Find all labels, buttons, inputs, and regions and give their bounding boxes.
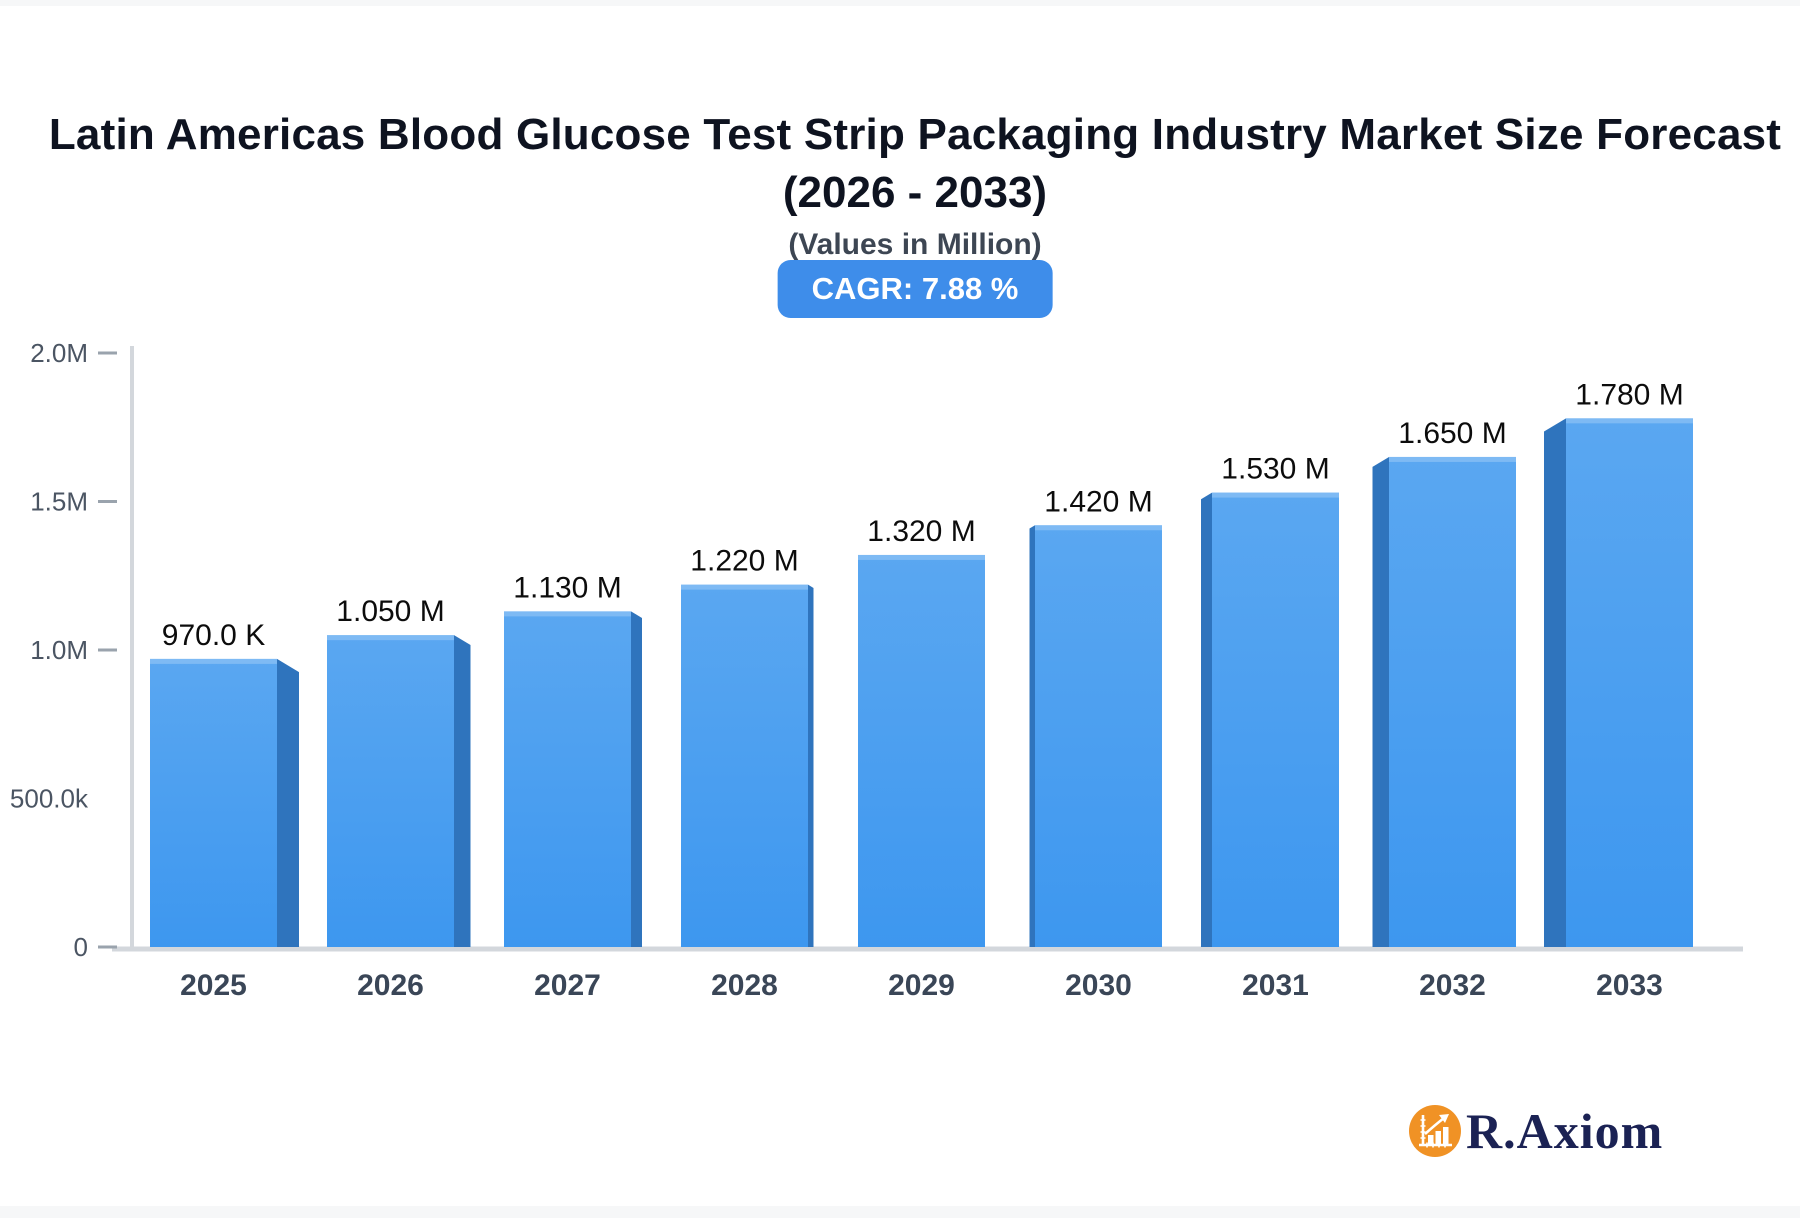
bar-side-2031 bbox=[1201, 492, 1212, 947]
bar-value-label-2025: 970.0 K bbox=[162, 619, 265, 652]
page-title-line1: Latin Americas Blood Glucose Test Strip … bbox=[48, 110, 1782, 159]
bar-value-label-2031: 1.530 M bbox=[1221, 453, 1329, 486]
x-tick-label-2028: 2028 bbox=[711, 969, 778, 1002]
chart-subtitle: (Values in Million) bbox=[788, 228, 1042, 261]
bar-top-edge-2030 bbox=[1035, 525, 1162, 531]
x-tick-label-2027: 2027 bbox=[534, 969, 601, 1002]
bar-value-label-2032: 1.650 M bbox=[1398, 417, 1506, 450]
bar-side-2025 bbox=[277, 658, 299, 947]
bar-2028 bbox=[681, 584, 808, 947]
brand-logo: R.Axiom bbox=[1408, 1102, 1663, 1160]
bar-side-2028 bbox=[808, 584, 814, 947]
x-tick-label-2032: 2032 bbox=[1419, 969, 1486, 1002]
x-tick-label-2025: 2025 bbox=[180, 969, 247, 1002]
x-tick-label-2026: 2026 bbox=[357, 969, 424, 1002]
bar-side-2032 bbox=[1372, 456, 1389, 947]
chart-card: Latin Americas Blood Glucose Test Strip … bbox=[0, 6, 1800, 1206]
bar-2030 bbox=[1035, 525, 1162, 947]
bar-side-2026 bbox=[454, 635, 471, 947]
bar-chart-growth-icon bbox=[1409, 1105, 1461, 1157]
bar-top-edge-2033 bbox=[1566, 418, 1693, 424]
y-tick-label: 2.0M bbox=[30, 338, 88, 368]
brand-logo-text: R.Axiom bbox=[1466, 1103, 1664, 1159]
x-tick-label-2031: 2031 bbox=[1242, 969, 1309, 1002]
bar-value-label-2030: 1.420 M bbox=[1044, 485, 1152, 518]
bar-chart: 0 500.0k 1.0M 1.5M 2.0M 970.0 K 2025 1.050 M 202… bbox=[10, 338, 1743, 1002]
bar-top-edge-2031 bbox=[1212, 492, 1339, 498]
bar-top-edge-2026 bbox=[327, 635, 454, 641]
bar-value-label-2033: 1.780 M bbox=[1575, 378, 1683, 411]
y-tick-label: 500.0k bbox=[10, 784, 89, 814]
cagr-badge: CAGR: 7.88 % bbox=[777, 260, 1053, 318]
bar-2031 bbox=[1212, 492, 1339, 947]
bar-2025 bbox=[150, 658, 277, 947]
bar-top-edge-2025 bbox=[150, 658, 277, 664]
page-title-line2: (2026 - 2033) bbox=[782, 168, 1048, 217]
bar-top-edge-2032 bbox=[1389, 456, 1516, 462]
bar-value-label-2026: 1.050 M bbox=[336, 595, 444, 628]
bar-2029 bbox=[858, 554, 985, 947]
bar-2027 bbox=[504, 611, 631, 947]
y-tick-label: 0 bbox=[74, 932, 88, 962]
bar-top-edge-2028 bbox=[681, 584, 808, 590]
bar-value-label-2029: 1.320 M bbox=[867, 515, 975, 548]
bar-value-label-2028: 1.220 M bbox=[690, 545, 798, 578]
x-tick-label-2033: 2033 bbox=[1596, 969, 1663, 1002]
x-tick-label-2029: 2029 bbox=[888, 969, 955, 1002]
bar-2026 bbox=[327, 635, 454, 947]
bar-value-label-2027: 1.130 M bbox=[513, 571, 621, 604]
y-tick-label: 1.5M bbox=[30, 487, 88, 517]
bar-top-edge-2027 bbox=[504, 611, 631, 617]
bar-side-2030 bbox=[1029, 525, 1035, 947]
x-tick-label-2030: 2030 bbox=[1065, 969, 1132, 1002]
bar-2033 bbox=[1566, 418, 1693, 948]
bar-top-edge-2029 bbox=[858, 554, 985, 560]
bar-side-2027 bbox=[631, 611, 642, 947]
y-tick-label: 1.0M bbox=[30, 635, 88, 665]
bar-side-2033 bbox=[1544, 418, 1566, 948]
bar-2032 bbox=[1389, 456, 1516, 947]
